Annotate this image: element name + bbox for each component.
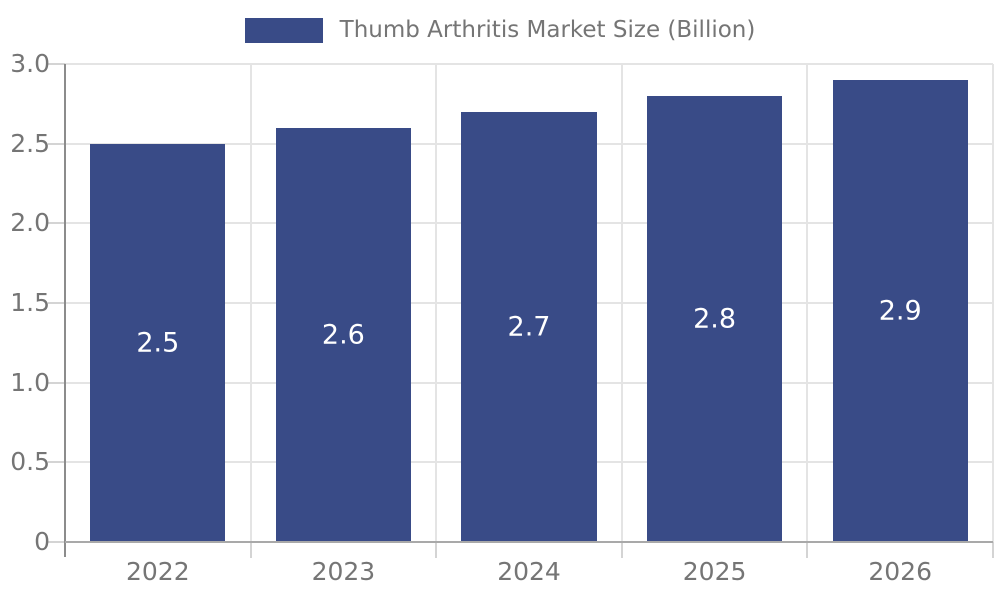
y-axis-line xyxy=(64,64,66,557)
bar: 2.5 xyxy=(90,143,226,542)
y-axis-tick-label: 1.0 xyxy=(10,367,50,397)
y-axis-tick-label: 1.5 xyxy=(10,288,50,317)
y-axis-tick xyxy=(48,222,65,225)
legend-swatch-icon xyxy=(244,17,323,43)
x-axis-line xyxy=(65,541,993,543)
bar-value-label: 2.8 xyxy=(693,303,737,335)
y-axis-tick xyxy=(48,541,65,543)
bar-value-label: 2.9 xyxy=(878,295,922,327)
vertical-gridline xyxy=(435,64,438,542)
bar: 2.7 xyxy=(461,111,597,542)
vertical-gridline xyxy=(806,64,809,542)
chart-legend: Thumb Arthritis Market Size (Billion) xyxy=(0,16,1000,44)
bar-value-label: 2.7 xyxy=(507,311,551,343)
horizontal-gridline xyxy=(65,63,993,65)
x-axis-tick-label: 2025 xyxy=(682,557,747,586)
y-axis-tick-label: 3.0 xyxy=(10,49,50,78)
x-axis-tick xyxy=(806,542,809,558)
bar: 2.9 xyxy=(832,79,968,542)
legend-label: Thumb Arthritis Market Size (Billion) xyxy=(339,16,756,43)
x-axis-tick xyxy=(435,542,438,558)
y-axis-tick-label: 2.0 xyxy=(10,208,50,238)
x-axis-tick xyxy=(249,542,252,558)
x-axis-tick-label: 2022 xyxy=(125,557,190,586)
bar-value-label: 2.6 xyxy=(321,319,365,351)
y-axis-tick-label: 0.5 xyxy=(10,447,50,477)
y-axis-tick xyxy=(48,302,65,304)
y-axis-tick xyxy=(48,142,65,145)
x-axis-tick xyxy=(620,542,623,558)
vertical-gridline xyxy=(992,64,994,542)
plot-area: 2.5 2.6 2.7 2.8 2.9 xyxy=(48,63,994,558)
x-axis-tick xyxy=(992,542,994,558)
y-axis-tick-label: 0 xyxy=(34,527,50,556)
bar: 2.8 xyxy=(647,95,783,542)
y-axis-tick xyxy=(48,381,65,384)
x-axis-tick-label: 2024 xyxy=(497,557,561,586)
y-axis-tick-label: 2.5 xyxy=(10,128,50,158)
y-axis-tick xyxy=(48,461,65,464)
bar: 2.6 xyxy=(275,127,411,542)
y-axis-tick xyxy=(48,63,65,65)
vertical-gridline xyxy=(620,64,623,542)
x-axis-tick-label: 2023 xyxy=(311,557,376,586)
x-axis-tick-label: 2026 xyxy=(868,557,932,586)
bar-value-label: 2.5 xyxy=(136,327,180,359)
vertical-gridline xyxy=(249,64,252,542)
